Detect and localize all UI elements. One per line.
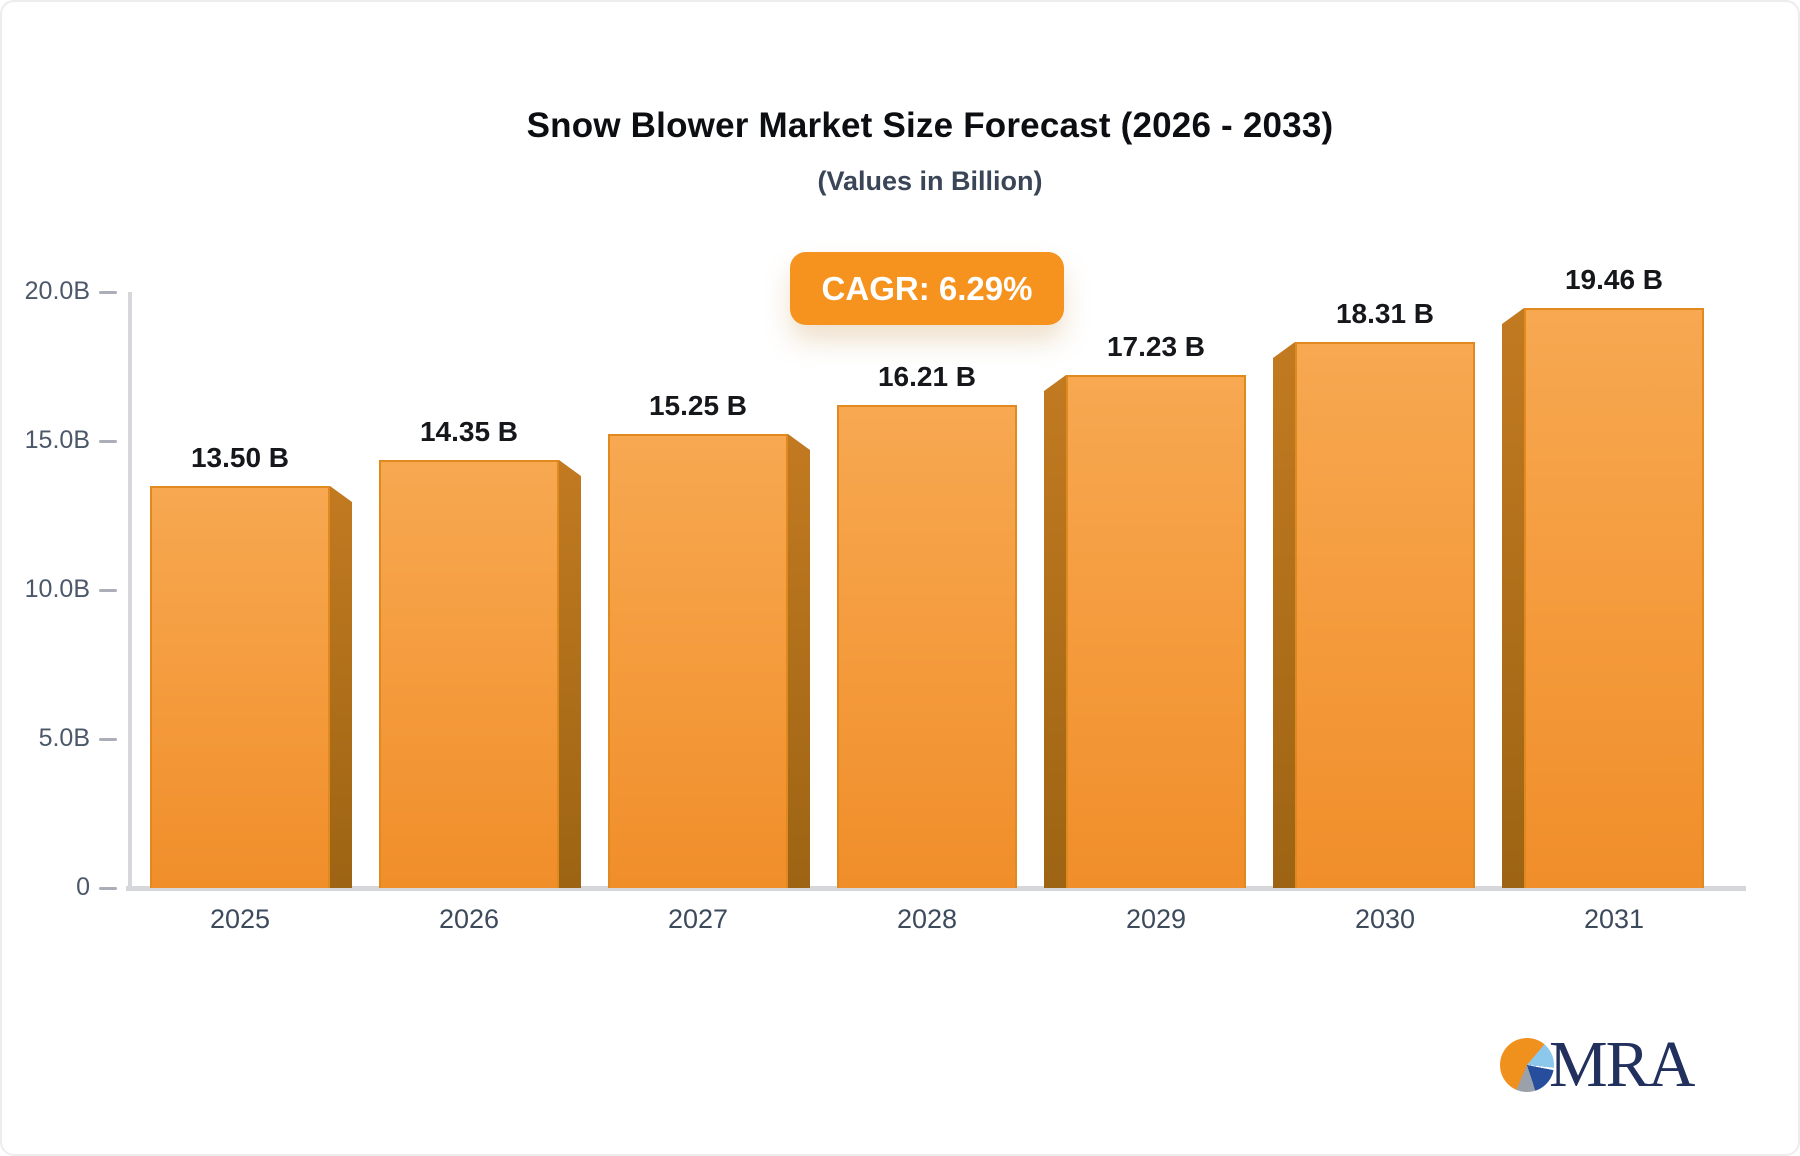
y-axis-tick (99, 290, 117, 294)
x-axis-label: 2030 (1354, 904, 1416, 934)
x-axis-label: 2031 (1583, 904, 1645, 934)
y-axis-tick (99, 737, 117, 741)
y-axis-label: 20.0B (24, 276, 90, 305)
bar-2030 (1295, 342, 1475, 888)
x-axis-label: 2028 (896, 904, 958, 934)
x-axis-line (126, 886, 1746, 891)
brand-logo-text: MRA (1549, 1028, 1695, 1101)
y-axis-label: 15.0B (24, 425, 90, 454)
bar-2031 (1524, 308, 1704, 888)
bar-value-label: 14.35 B (419, 416, 519, 447)
cagr-badge: CAGR: 6.29% (790, 252, 1064, 325)
y-axis-label: 5.0B (38, 723, 90, 752)
chart-title: Snow Blower Market Size Forecast (2026 -… (526, 106, 1334, 145)
bar-2026 (379, 460, 559, 888)
bar-2025 (150, 486, 330, 888)
y-axis-label: 10.0B (24, 574, 90, 603)
pie-chart-icon (1500, 1038, 1554, 1092)
bar-value-label: 17.23 B (1106, 331, 1206, 362)
chart-subtitle: (Values in Billion) (817, 166, 1043, 196)
bar-value-label: 15.25 B (648, 390, 748, 421)
bar-side-face (1044, 375, 1066, 888)
x-axis-label: 2029 (1125, 904, 1187, 934)
bar-value-label: 13.50 B (190, 442, 290, 473)
y-axis-tick (99, 588, 117, 592)
bar-side-face (1502, 308, 1524, 888)
bar-2028 (837, 405, 1017, 888)
x-axis-label: 2027 (667, 904, 729, 934)
bar-value-label: 16.21 B (877, 361, 977, 392)
bar-value-label: 19.46 B (1564, 264, 1664, 295)
cagr-badge-label: CAGR: 6.29% (821, 269, 1033, 307)
brand-logo: MRA (1500, 1028, 1695, 1101)
bar-2027 (608, 434, 788, 888)
bar-side-face (330, 486, 352, 888)
bar-side-face (1273, 342, 1295, 888)
x-axis-label: 2026 (438, 904, 500, 934)
bar-side-face (559, 460, 581, 888)
bar-2029 (1066, 375, 1246, 888)
bar-value-label: 18.31 B (1335, 298, 1435, 329)
y-axis-tick (99, 439, 117, 443)
y-axis-label: 0 (76, 872, 90, 901)
x-axis-label: 2025 (209, 904, 271, 934)
y-axis-line (128, 292, 132, 890)
bar-side-face (788, 434, 810, 888)
y-axis-tick (99, 886, 117, 890)
